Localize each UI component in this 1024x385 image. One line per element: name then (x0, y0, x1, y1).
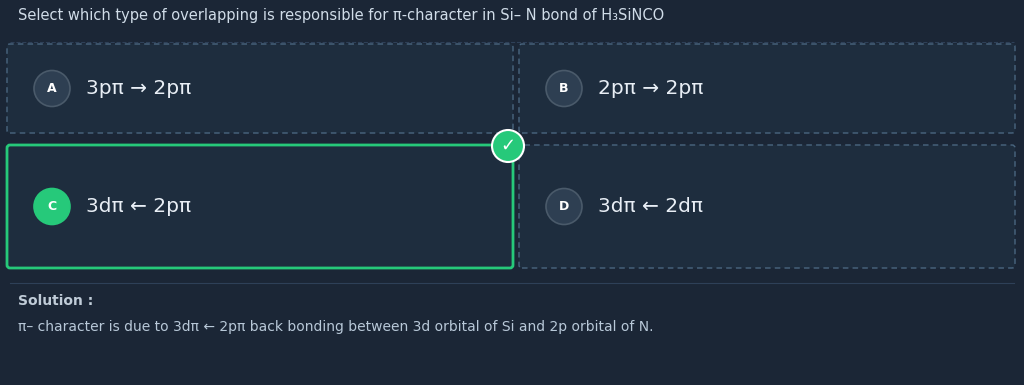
Circle shape (34, 70, 70, 107)
Text: π– character is due to 3dπ ← 2pπ back bonding between 3d orbital of Si and 2p or: π– character is due to 3dπ ← 2pπ back bo… (18, 320, 653, 334)
Text: ✓: ✓ (501, 137, 515, 155)
Circle shape (34, 189, 70, 224)
Circle shape (492, 130, 524, 162)
Text: 2pπ → 2pπ: 2pπ → 2pπ (598, 79, 703, 98)
Text: Solution :: Solution : (18, 294, 93, 308)
FancyBboxPatch shape (7, 145, 513, 268)
Circle shape (546, 70, 582, 107)
Circle shape (546, 189, 582, 224)
Text: C: C (47, 200, 56, 213)
FancyBboxPatch shape (519, 44, 1015, 133)
Text: 3dπ ← 2dπ: 3dπ ← 2dπ (598, 197, 703, 216)
Text: A: A (47, 82, 56, 95)
Text: D: D (559, 200, 569, 213)
Text: 3dπ ← 2pπ: 3dπ ← 2pπ (86, 197, 191, 216)
Text: 3pπ → 2pπ: 3pπ → 2pπ (86, 79, 191, 98)
FancyBboxPatch shape (7, 44, 513, 133)
Text: Select which type of overlapping is responsible for π-character in Si– N bond of: Select which type of overlapping is resp… (18, 8, 665, 23)
FancyBboxPatch shape (519, 145, 1015, 268)
Text: B: B (559, 82, 568, 95)
